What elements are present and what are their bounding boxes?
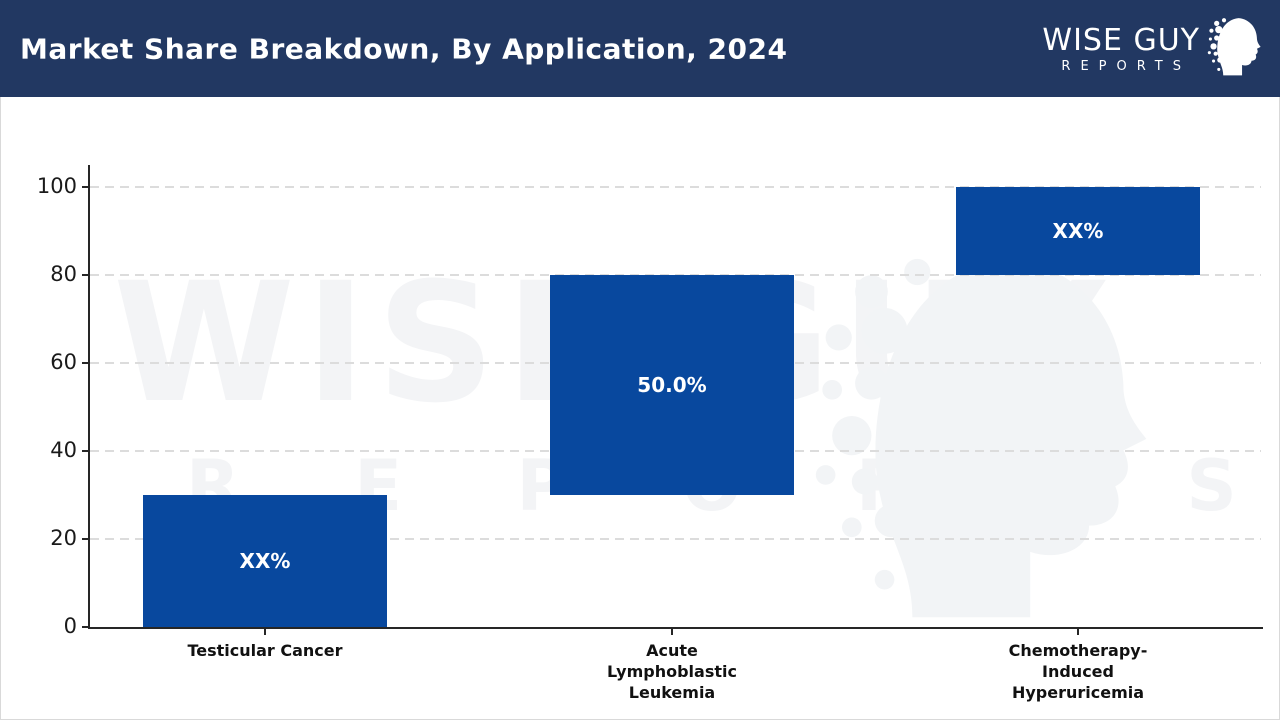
category-label-line: Leukemia [628,683,716,702]
y-tick-label: 20 [50,526,77,550]
y-tick-label: 0 [63,614,77,638]
category-label-line: Chemotherapy- [1008,641,1148,660]
x-axis [88,627,1263,629]
category-label-line: Acute [646,641,698,660]
category-label: Acute Lymphoblastic Leukemia [512,640,832,703]
bar: XX% [143,495,387,627]
bar-value-label: 50.0% [637,373,707,397]
y-axis [88,165,90,627]
y-tick-label: 100 [36,174,77,198]
bar: 50.0% [550,275,794,495]
category-label-line: Hyperuricemia [1011,683,1145,702]
bar-value-label: XX% [1052,219,1104,243]
logo-head-icon [1206,15,1264,83]
category-label: Chemotherapy- Induced Hyperuricemia [918,640,1238,703]
category-label-line: Induced [1042,662,1114,681]
x-axis-tick [671,628,673,635]
y-axis-tick [82,626,89,628]
y-axis-tick [82,186,89,188]
page-title: Market Share Breakdown, By Application, … [20,32,788,65]
y-axis-tick [82,274,89,276]
gridline [90,538,1261,540]
logo-wordmark: WISE GUY [1042,23,1200,58]
y-axis-tick [82,362,89,364]
y-axis-tick [82,450,89,452]
header-bar: Market Share Breakdown, By Application, … [0,0,1280,97]
logo-subtitle: REPORTS [1061,59,1192,74]
logo-text: WISE GUY REPORTS [1042,23,1200,75]
y-axis-tick [82,538,89,540]
chart-area: WISE GUY R E P O R T S 020406080100XX%Te… [0,97,1280,720]
y-tick-label: 40 [50,438,77,462]
y-tick-label: 80 [50,262,77,286]
x-axis-tick [264,628,266,635]
bar: XX% [956,187,1200,275]
category-label-line: Testicular Cancer [187,641,343,660]
bar-value-label: XX% [239,549,291,573]
wise-guy-logo: WISE GUY REPORTS [1042,10,1264,88]
gridline [90,186,1261,188]
category-label: Testicular Cancer [105,640,425,661]
y-tick-label: 60 [50,350,77,374]
category-label-line: Lymphoblastic [607,662,737,681]
watermark-head-icon [806,237,1166,671]
x-axis-tick [1077,628,1079,635]
